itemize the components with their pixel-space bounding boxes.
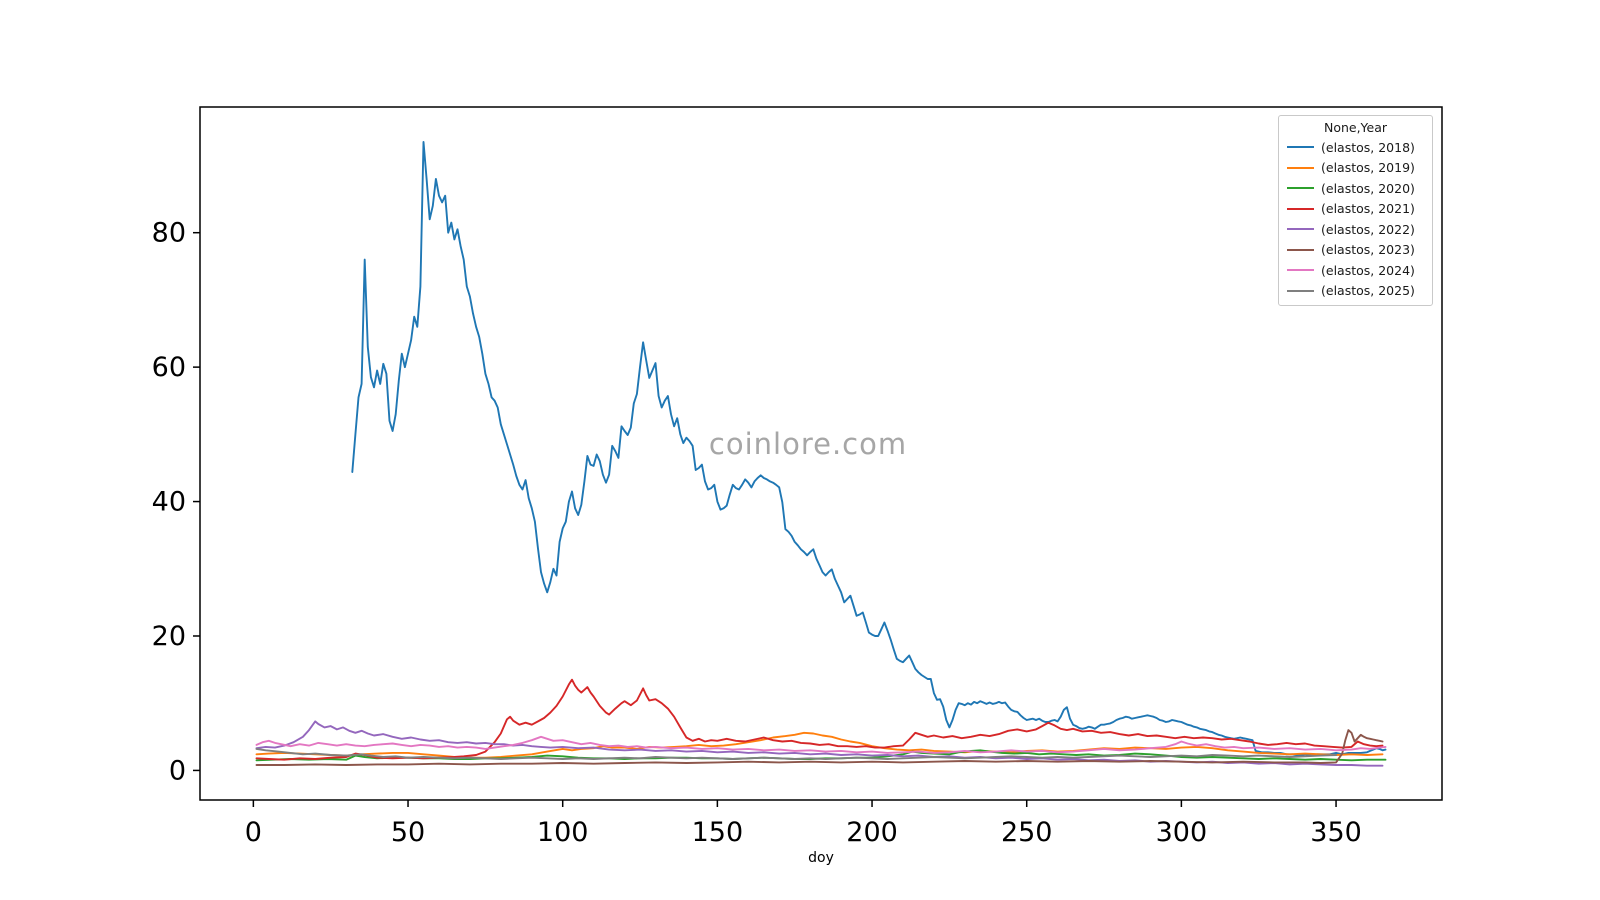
legend-items: (elastos, 2018) (elastos, 2019) (elastos, … [1285,137,1426,301]
legend-item-2022: (elastos, 2022) [1285,219,1426,240]
plot-border [199,106,1443,801]
y-tick-label: 0 [169,755,186,786]
x-tick-label: 300 [1156,817,1208,848]
x-tick-label: 50 [391,817,425,848]
legend-title: None,Year [1323,120,1388,135]
legend-item-label: (elastos, 2020) [1321,180,1415,196]
legend-item-label: (elastos, 2022) [1321,221,1415,237]
y-tick-label: 40 [152,487,186,518]
legend-item-label: (elastos, 2021) [1321,201,1415,217]
legend-item-label: (elastos, 2024) [1321,262,1415,278]
legend-item-2025: (elastos, 2025) [1285,281,1426,302]
y-tick-label: 60 [152,352,186,383]
legend-item-2021: (elastos, 2021) [1285,199,1426,220]
legend-item-label: (elastos, 2023) [1321,242,1415,258]
legend-line-swatch [1287,248,1314,251]
series-line-2023 [255,729,1384,766]
legend-item-2024: (elastos, 2024) [1285,260,1426,281]
legend-item-label: (elastos, 2019) [1321,160,1415,176]
x-tick-label: 250 [1001,817,1053,848]
legend-item-2023: (elastos, 2023) [1285,240,1426,261]
legend-item-2018: (elastos, 2018) [1285,137,1426,158]
x-tick-label: 0 [245,817,262,848]
series-line-2025 [255,747,1338,760]
series-line-2024 [255,735,1387,754]
x-tick-label: 200 [846,817,898,848]
x-tick-label: 350 [1310,817,1362,848]
legend-line-swatch [1287,289,1314,292]
legend-line-swatch [1287,228,1314,231]
legend-item-2020: (elastos, 2020) [1285,178,1426,199]
series-line-2018 [351,141,1387,757]
y-tick-label: 80 [152,218,186,249]
legend-line-swatch [1287,166,1314,169]
legend: None,Year (elastos, 2018) (elastos, 2019)… [1278,115,1433,306]
legend-line-swatch [1287,187,1314,190]
legend-item-label: (elastos, 2018) [1321,139,1415,155]
legend-item-2019: (elastos, 2019) [1285,158,1426,179]
watermark: coinlore.com [708,427,908,461]
x-tick-label: 100 [537,817,589,848]
legend-line-swatch [1287,207,1314,210]
y-tick-label: 20 [152,621,186,652]
x-tick-label: 150 [692,817,744,848]
series-line-2021 [255,678,1384,761]
x-axis-label: doy [808,850,834,866]
legend-line-swatch [1287,269,1314,272]
legend-item-label: (elastos, 2025) [1321,283,1415,299]
legend-line-swatch [1287,146,1314,149]
